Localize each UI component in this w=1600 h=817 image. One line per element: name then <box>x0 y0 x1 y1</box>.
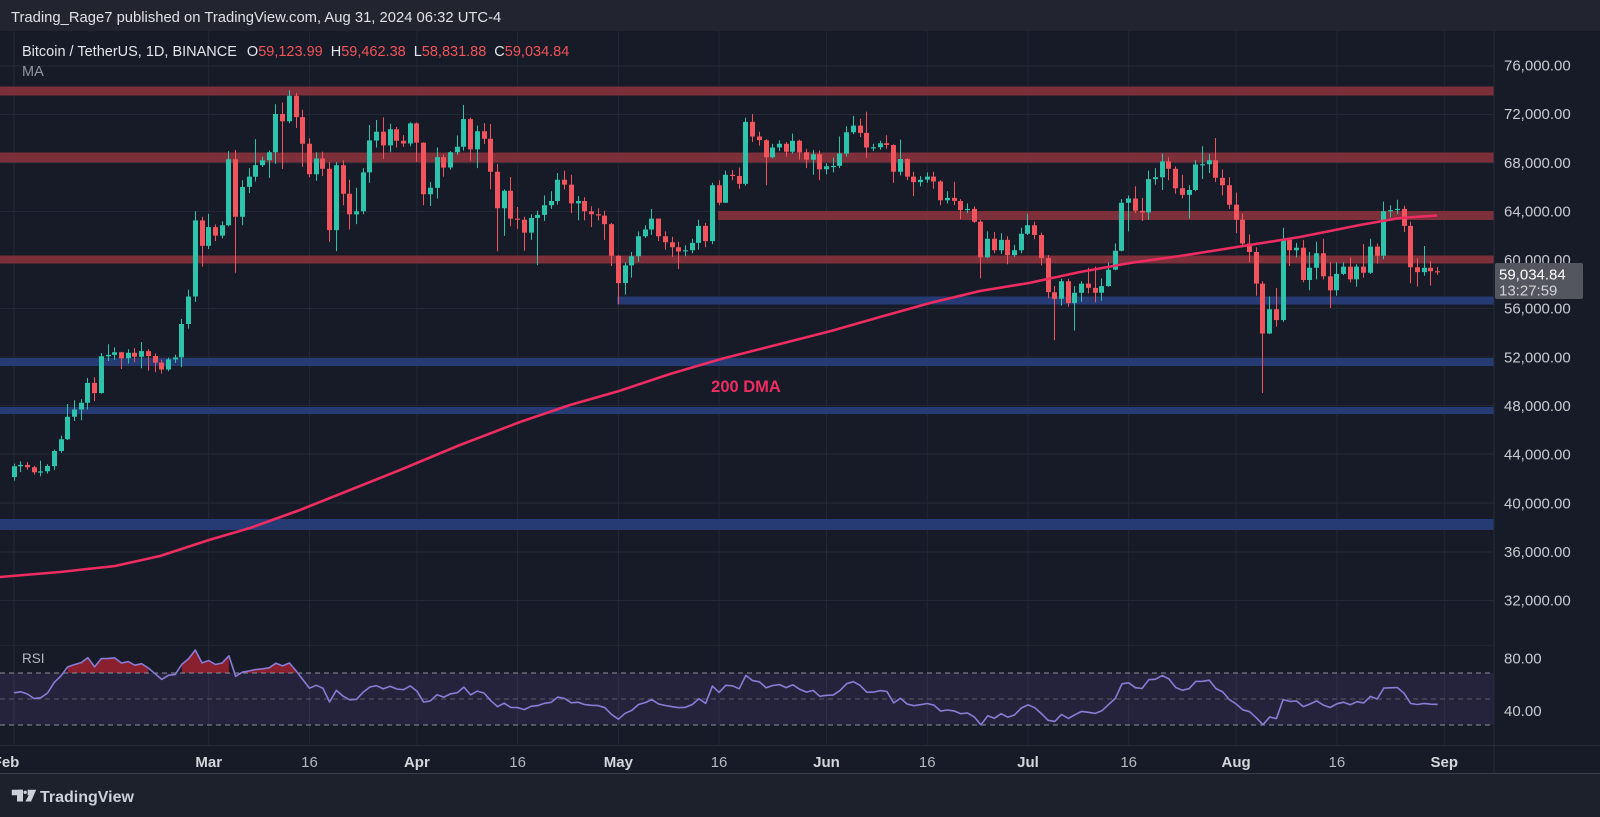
svg-text:36,000.00: 36,000.00 <box>1504 544 1571 561</box>
svg-text:16: 16 <box>1329 754 1346 771</box>
svg-text:16: 16 <box>509 754 526 771</box>
svg-text:48,000.00: 48,000.00 <box>1504 398 1571 415</box>
svg-text:Feb: Feb <box>0 754 19 771</box>
svg-text:TradingView: TradingView <box>40 789 135 806</box>
svg-text:16: 16 <box>919 754 936 771</box>
svg-text:56,000.00: 56,000.00 <box>1504 301 1571 318</box>
svg-text:64,000.00: 64,000.00 <box>1504 203 1571 220</box>
svg-text:Mar: Mar <box>195 754 222 771</box>
svg-text:16: 16 <box>1120 754 1137 771</box>
svg-text:59,034.84: 59,034.84 <box>1499 267 1566 284</box>
svg-text:72,000.00: 72,000.00 <box>1504 106 1571 123</box>
svg-text:Aug: Aug <box>1222 754 1251 771</box>
svg-text:40,000.00: 40,000.00 <box>1504 495 1571 512</box>
svg-text:Trading_Rage7 published on Tra: Trading_Rage7 published on TradingView.c… <box>11 10 501 26</box>
svg-text:Apr: Apr <box>404 754 430 771</box>
svg-text:32,000.00: 32,000.00 <box>1504 593 1571 610</box>
svg-text:68,000.00: 68,000.00 <box>1504 155 1571 172</box>
svg-text:16: 16 <box>711 754 728 771</box>
svg-text:13:27:59: 13:27:59 <box>1499 283 1557 300</box>
svg-text:MA: MA <box>22 64 44 80</box>
svg-text:Sep: Sep <box>1431 754 1459 771</box>
svg-text:80.00: 80.00 <box>1504 651 1542 668</box>
svg-text:40.00: 40.00 <box>1504 703 1542 720</box>
svg-text:RSI: RSI <box>22 651 45 666</box>
svg-text:200 DMA: 200 DMA <box>711 378 781 396</box>
svg-text:44,000.00: 44,000.00 <box>1504 447 1571 464</box>
svg-text:Jul: Jul <box>1017 754 1039 771</box>
svg-text:52,000.00: 52,000.00 <box>1504 349 1571 366</box>
svg-text:76,000.00: 76,000.00 <box>1504 58 1571 75</box>
svg-text:Jun: Jun <box>813 754 840 771</box>
svg-text:May: May <box>604 754 634 771</box>
svg-text:16: 16 <box>301 754 318 771</box>
svg-text:Bitcoin / TetherUS, 1D, BINANC: Bitcoin / TetherUS, 1D, BINANCE O59,123.9… <box>22 44 569 60</box>
